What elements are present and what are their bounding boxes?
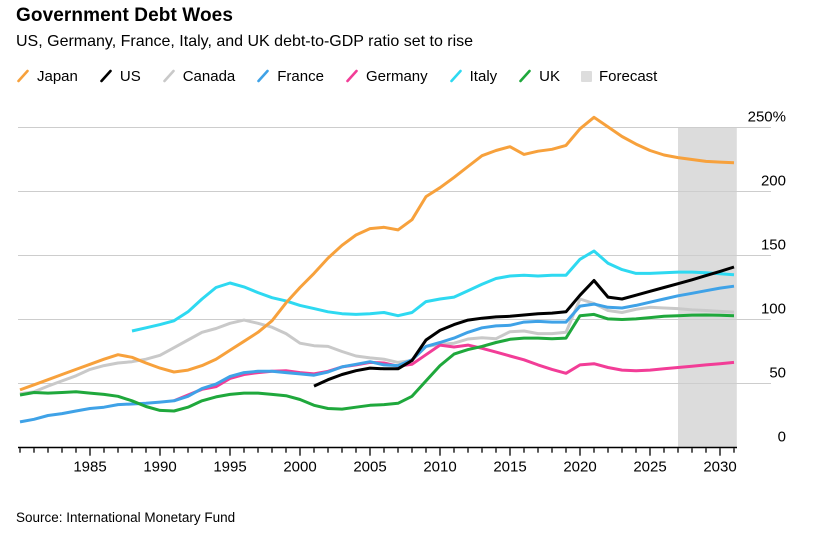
legend-label-uk: UK: [539, 67, 560, 85]
legend-item-germany: Germany: [345, 68, 428, 85]
chart-line-us: [313, 265, 735, 388]
chart-line-france: [19, 284, 735, 424]
x-axis-label-2030: 2030: [703, 459, 736, 476]
legend-label-germany: Germany: [365, 67, 428, 85]
x-axis-label-2000: 2000: [283, 459, 316, 476]
legend-swatch-japan-icon: [17, 69, 29, 83]
legend-label-japan: Japan: [37, 67, 78, 85]
y-axis-label-200: 200: [761, 173, 786, 190]
x-axis-label-2015: 2015: [493, 459, 526, 476]
legend-label-italy: Italy: [469, 67, 498, 85]
x-axis-label-1985: 1985: [73, 459, 106, 476]
y-axis-label-0: 0: [778, 429, 786, 446]
legend-label-france: France: [277, 67, 324, 85]
page-subtitle: US, Germany, France, Italy, and UK debt-…: [16, 33, 474, 50]
x-axis-label-2020: 2020: [563, 459, 596, 476]
legend-label-us: US: [119, 67, 141, 85]
x-axis-label-2010: 2010: [423, 459, 456, 476]
chart-line-uk: [19, 312, 735, 413]
x-axis-label-2025: 2025: [633, 459, 666, 476]
legend-swatch-us-icon: [100, 69, 112, 83]
legend-label-canada: Canada: [182, 67, 236, 85]
chart-line-japan: [19, 115, 735, 392]
legend-item-uk: UK: [518, 68, 560, 85]
legend-label-forecast: Forecast: [599, 67, 658, 85]
legend: Japan US Canada France Germany Italy UK Forecas…: [16, 64, 657, 88]
legend-item-italy: Italy: [449, 67, 498, 85]
legend-item-us: US: [99, 68, 141, 85]
legend-swatch-germany-icon: [346, 69, 358, 83]
legend-swatch-italy-icon: [449, 69, 462, 83]
legend-swatch-uk-icon: [519, 69, 531, 83]
legend-item-japan: Japan: [16, 68, 78, 85]
legend-swatch-canada-icon: [162, 69, 175, 83]
x-axis-label-2005: 2005: [353, 459, 386, 476]
y-axis-label-50: 50: [769, 365, 786, 382]
legend-item-forecast: Forecast: [581, 68, 657, 85]
page-title: Government Debt Woes: [16, 5, 234, 26]
x-axis-label-1995: 1995: [213, 459, 246, 476]
legend-item-canada: Canada: [162, 67, 236, 85]
y-axis-label-150: 150: [761, 237, 786, 254]
legend-swatch-france-icon: [257, 69, 270, 83]
legend-item-france: France: [256, 68, 324, 85]
y-axis-label-100: 100: [761, 301, 786, 318]
chart-line-italy: [131, 249, 735, 333]
x-axis-label-1990: 1990: [143, 459, 176, 476]
source-note: Source: International Monetary Fund: [16, 510, 236, 525]
y-axis-label-250: 250%: [748, 109, 786, 126]
legend-swatch-forecast-icon: [581, 70, 592, 82]
